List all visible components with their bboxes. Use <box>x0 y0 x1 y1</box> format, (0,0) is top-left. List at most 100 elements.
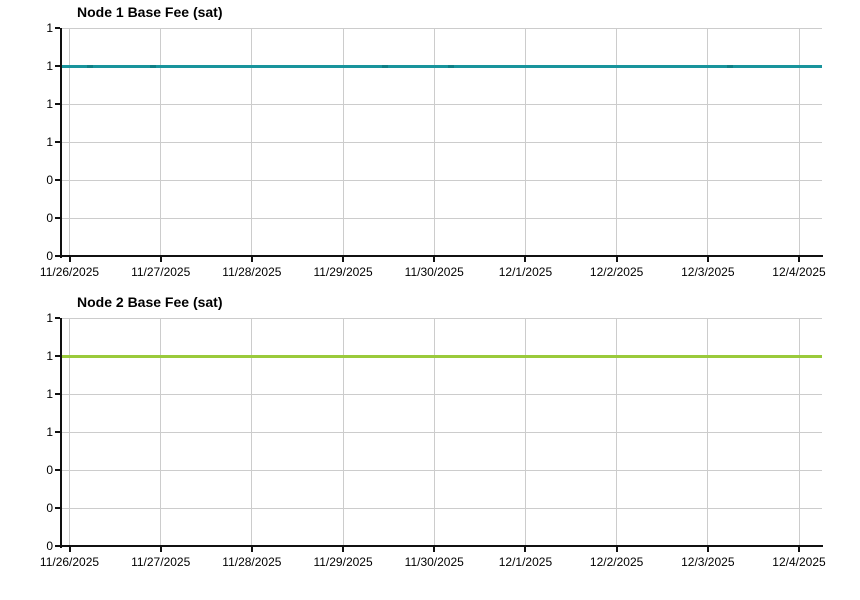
x-axis-tick <box>250 257 253 262</box>
y-axis-tick <box>55 317 60 319</box>
vertical-gridline <box>707 28 709 256</box>
chart-title: Node 2 Base Fee (sat) <box>77 294 223 310</box>
y-axis-tick <box>55 103 60 105</box>
x-axis-tick <box>68 257 71 262</box>
y-tick-label: 1 <box>46 135 53 149</box>
vertical-gridline <box>69 28 70 256</box>
data-point-marker <box>382 64 388 68</box>
data-point-marker <box>448 64 455 68</box>
vertical-gridline <box>342 28 344 256</box>
x-tick-label: 11/28/2025 <box>222 555 282 569</box>
vertical-gridline <box>616 318 618 546</box>
y-axis-tick <box>55 545 60 547</box>
x-tick-label: 11/30/2025 <box>404 265 464 279</box>
horizontal-gridline <box>62 431 822 433</box>
vertical-gridline <box>707 318 709 546</box>
x-axis-tick <box>342 547 345 552</box>
y-tick-label: 0 <box>46 539 53 553</box>
x-tick-label: 11/26/2025 <box>39 555 100 569</box>
x-tick-label: 11/28/2025 <box>222 265 282 279</box>
vertical-gridline <box>433 28 435 256</box>
y-tick-label: 1 <box>46 21 53 35</box>
x-axis-tick <box>433 547 436 552</box>
y-tick-label: 1 <box>46 311 53 325</box>
x-axis-tick <box>706 257 709 262</box>
chart-title: Node 1 Base Fee (sat) <box>77 4 223 20</box>
y-axis-line <box>60 28 62 258</box>
data-point-marker <box>727 64 734 68</box>
x-tick-label: 12/3/2025 <box>681 265 735 279</box>
y-tick-label: 0 <box>46 463 53 477</box>
y-axis-tick <box>55 507 60 509</box>
series-line-1 <box>62 64 822 68</box>
x-axis-tick <box>433 257 436 262</box>
x-tick-label: 12/4/2025 <box>772 555 826 569</box>
x-tick-label: 12/4/2025 <box>772 265 826 279</box>
y-axis-line <box>60 318 62 548</box>
y-tick-label: 0 <box>46 501 53 515</box>
x-axis-tick <box>615 257 618 262</box>
y-axis-tick <box>55 27 60 29</box>
vertical-gridline <box>342 318 344 546</box>
y-axis-tick <box>55 217 60 219</box>
y-axis-tick <box>55 179 60 181</box>
horizontal-gridline <box>62 317 822 319</box>
chart-node-2-base-fee: Node 2 Base Fee (sat) 11/26/2025 11/27/20… <box>0 290 860 580</box>
x-axis-line <box>60 255 823 257</box>
horizontal-gridline <box>62 507 822 509</box>
y-tick-label: 1 <box>46 425 53 439</box>
x-axis-tick <box>342 257 345 262</box>
x-tick-label: 12/2/2025 <box>589 265 644 279</box>
y-axis-tick <box>55 65 60 67</box>
vertical-gridline <box>160 318 162 546</box>
y-tick-label: 0 <box>46 211 53 225</box>
data-point-marker <box>87 64 94 68</box>
x-axis-tick <box>798 547 800 552</box>
x-tick-label: 11/27/2025 <box>131 555 191 569</box>
vertical-gridline <box>251 28 253 256</box>
vertical-gridline <box>251 318 253 546</box>
x-tick-label: 12/2/2025 <box>589 555 644 569</box>
y-tick-label: 1 <box>46 349 53 363</box>
horizontal-gridline <box>62 217 822 219</box>
y-tick-label: 0 <box>46 173 53 187</box>
horizontal-gridline <box>62 393 822 395</box>
x-axis-tick <box>615 547 618 552</box>
horizontal-gridline <box>62 469 822 471</box>
data-point-marker <box>150 64 157 68</box>
vertical-gridline <box>69 318 70 546</box>
plot-area: 11/26/2025 11/27/2025 11/28/2025 11/29/2025… <box>40 311 826 569</box>
x-axis-tick <box>159 257 162 262</box>
vertical-gridline <box>616 28 618 256</box>
y-tick-label: 1 <box>46 387 53 401</box>
x-tick-label: 11/26/2025 <box>39 265 100 279</box>
x-axis-tick <box>524 547 527 552</box>
x-tick-label: 11/30/2025 <box>404 555 464 569</box>
y-axis-tick <box>55 431 60 433</box>
y-tick-label: 0 <box>46 249 53 263</box>
vertical-gridline <box>433 318 435 546</box>
horizontal-gridline <box>62 27 822 29</box>
x-tick-label: 12/1/2025 <box>498 265 553 279</box>
series-line-2 <box>62 354 822 358</box>
y-axis-tick <box>55 141 60 143</box>
x-axis-tick <box>159 547 162 552</box>
x-tick-label: 11/29/2025 <box>313 555 373 569</box>
x-tick-label: 11/27/2025 <box>131 265 191 279</box>
x-axis-tick <box>524 257 527 262</box>
y-axis-tick <box>55 393 60 395</box>
vertical-gridline <box>798 28 800 256</box>
horizontal-gridline <box>62 103 822 105</box>
x-tick-label: 12/3/2025 <box>681 555 735 569</box>
x-axis-tick <box>798 257 800 262</box>
x-axis-tick <box>706 547 709 552</box>
vertical-gridline <box>798 318 800 546</box>
plot-area: 11/26/2025 11/27/2025 11/28/2025 11/29/2025… <box>40 21 826 279</box>
vertical-gridline <box>524 28 526 256</box>
x-tick-label: 12/1/2025 <box>498 555 553 569</box>
y-axis-tick <box>55 355 60 357</box>
vertical-gridline <box>524 318 526 546</box>
y-tick-label: 1 <box>46 97 53 111</box>
y-axis-tick <box>55 255 60 257</box>
